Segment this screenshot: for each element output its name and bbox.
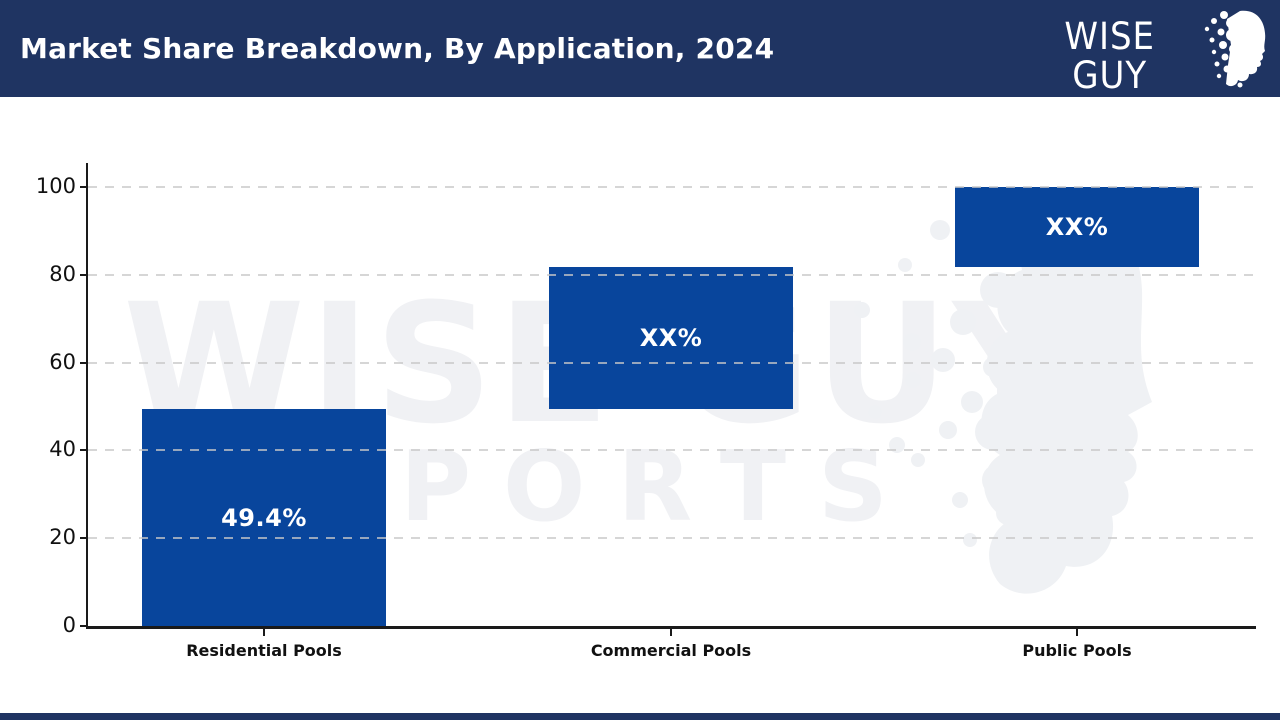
logo-face-icon [1204,10,1266,88]
logo-reports-text: REPORTS [1052,97,1173,114]
wiseguy-logo: WISE GUY REPORTS [1006,4,1266,114]
x-axis-line [86,626,1256,629]
y-axis-line [86,163,88,629]
gridline-40 [88,449,1256,452]
bar-value-label: 49.4% [221,503,307,532]
footer-bar [0,713,1280,720]
y-tick-label: 60 [49,349,76,374]
x-tick [1076,629,1078,636]
y-tick-100 [80,186,88,188]
x-category-label: Commercial Pools [590,641,752,660]
bar-value-label: XX% [1045,213,1109,242]
header-bar: Market Share Breakdown, By Application, … [0,0,1280,114]
y-tick-label: 20 [49,525,76,550]
bar-residential-pools: 49.4% [142,409,386,626]
y-tick-label: 80 [49,261,76,286]
bar-commercial-pools: XX% [549,267,793,410]
y-tick-label: 100 [35,174,76,198]
x-tick [670,629,672,636]
x-tick [263,629,265,636]
y-tick-label: 0 [62,613,76,637]
y-tick-0 [80,625,88,627]
logo-wiseguy-text: WISE GUY [1064,15,1155,97]
y-tick-20 [80,537,88,540]
bar-public-pools: XX% [955,187,1199,268]
gridline-60 [88,361,1256,364]
y-tick-60 [80,361,88,364]
y-tick-40 [80,449,88,452]
logo-text: WISE GUY REPORTS [1021,15,1198,114]
x-category-label: Residential Pools [186,641,342,660]
gridline-100 [88,186,1256,188]
x-category-label: Public Pools [1022,641,1132,660]
y-tick-80 [80,273,88,276]
bar-value-label: XX% [639,324,703,353]
gridline-20 [88,537,1256,540]
chart-title: Market Share Breakdown, By Application, … [20,32,775,65]
gridline-80 [88,273,1256,276]
y-tick-label: 40 [49,437,76,462]
